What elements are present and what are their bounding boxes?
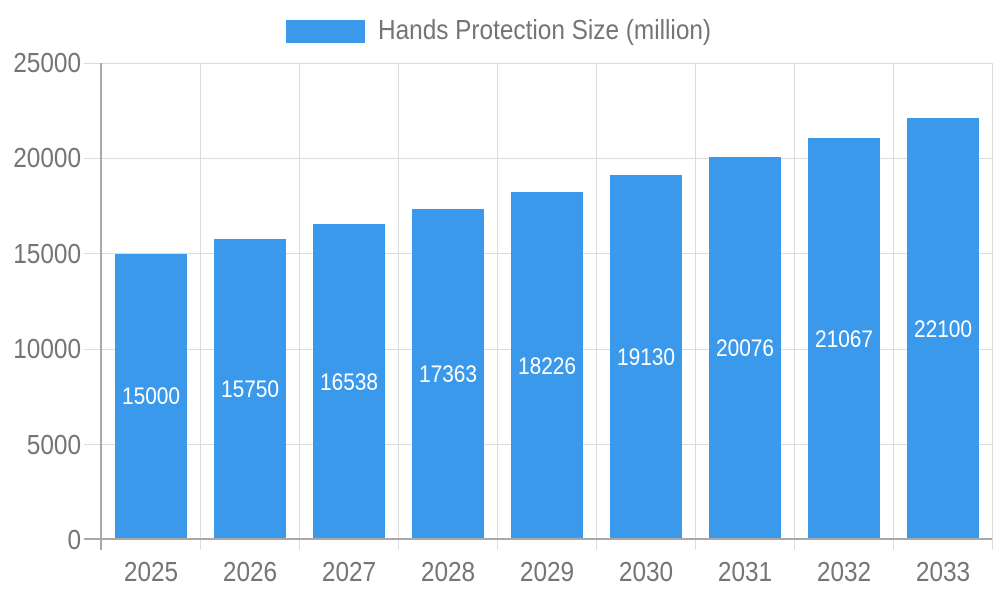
- bar[interactable]: [412, 208, 485, 540]
- bar-value-label: 16538: [320, 368, 379, 396]
- bar[interactable]: [313, 224, 386, 540]
- bar[interactable]: [906, 118, 979, 540]
- bar[interactable]: [214, 239, 287, 540]
- y-tick-mark: [84, 253, 102, 255]
- bar[interactable]: [807, 138, 880, 540]
- bar[interactable]: [609, 174, 682, 540]
- gridline-v: [595, 63, 597, 540]
- x-tick-mark: [398, 540, 400, 550]
- x-tick-mark: [200, 540, 202, 550]
- x-axis-tick-label: 2029: [519, 556, 575, 587]
- x-axis-tick-label: 2025: [124, 556, 179, 587]
- y-tick-mark: [84, 444, 102, 446]
- gridline-v: [398, 63, 400, 540]
- gridline-v: [497, 63, 499, 540]
- bar-value-label: 21067: [814, 325, 873, 353]
- y-tick-mark: [84, 348, 102, 350]
- x-tick-mark: [299, 540, 301, 550]
- bar[interactable]: [511, 192, 583, 540]
- bar-value-label: 20076: [715, 334, 774, 362]
- bar-value-label: 17363: [419, 360, 478, 388]
- y-axis-tick-label: 10000: [13, 333, 81, 365]
- gridline-v: [299, 63, 301, 540]
- legend-label: Hands Protection Size (million): [378, 14, 712, 45]
- x-tick-mark: [694, 540, 696, 550]
- x-axis-tick-label: 2033: [915, 556, 970, 587]
- bar-value-label: 18226: [517, 352, 577, 380]
- x-tick-mark: [991, 540, 993, 550]
- x-tick-mark: [892, 540, 894, 550]
- x-axis-tick-label: 2028: [421, 556, 476, 587]
- legend-color-swatch: [286, 20, 365, 43]
- y-axis-tick-label: 20000: [13, 142, 81, 174]
- x-axis-tick-label: 2031: [717, 556, 772, 587]
- gridline-v: [200, 63, 202, 540]
- y-axis-tick-label: 0: [67, 524, 81, 555]
- x-axis-tick-label: 2026: [223, 556, 278, 587]
- gridline-h: [102, 157, 992, 159]
- bar-value-label: 15000: [122, 383, 181, 411]
- bar-value-label: 15750: [221, 376, 280, 404]
- y-axis-tick-label: 25000: [13, 47, 81, 78]
- bar-value-label: 19130: [616, 343, 675, 371]
- y-axis-tick-label: 15000: [13, 237, 81, 269]
- x-axis-tick-label: 2032: [816, 556, 871, 587]
- bar[interactable]: [115, 253, 188, 540]
- y-axis-tick-label: 5000: [26, 428, 81, 460]
- gridline-v: [793, 63, 795, 540]
- gridline-h: [102, 62, 992, 64]
- y-tick-mark: [84, 157, 102, 159]
- y-tick-mark: [84, 62, 102, 64]
- y-axis-line: [100, 63, 102, 550]
- x-tick-mark: [595, 540, 597, 550]
- bar[interactable]: [708, 156, 781, 540]
- bar-value-label: 22100: [913, 315, 972, 343]
- x-axis-tick-label: 2030: [618, 556, 673, 587]
- gridline-v: [892, 63, 894, 540]
- x-axis-tick-label: 2027: [322, 556, 377, 587]
- gridline-v: [694, 63, 696, 540]
- x-tick-mark: [497, 540, 499, 550]
- x-tick-mark: [793, 540, 795, 550]
- x-axis-line: [84, 538, 992, 540]
- gridline-v: [991, 63, 993, 540]
